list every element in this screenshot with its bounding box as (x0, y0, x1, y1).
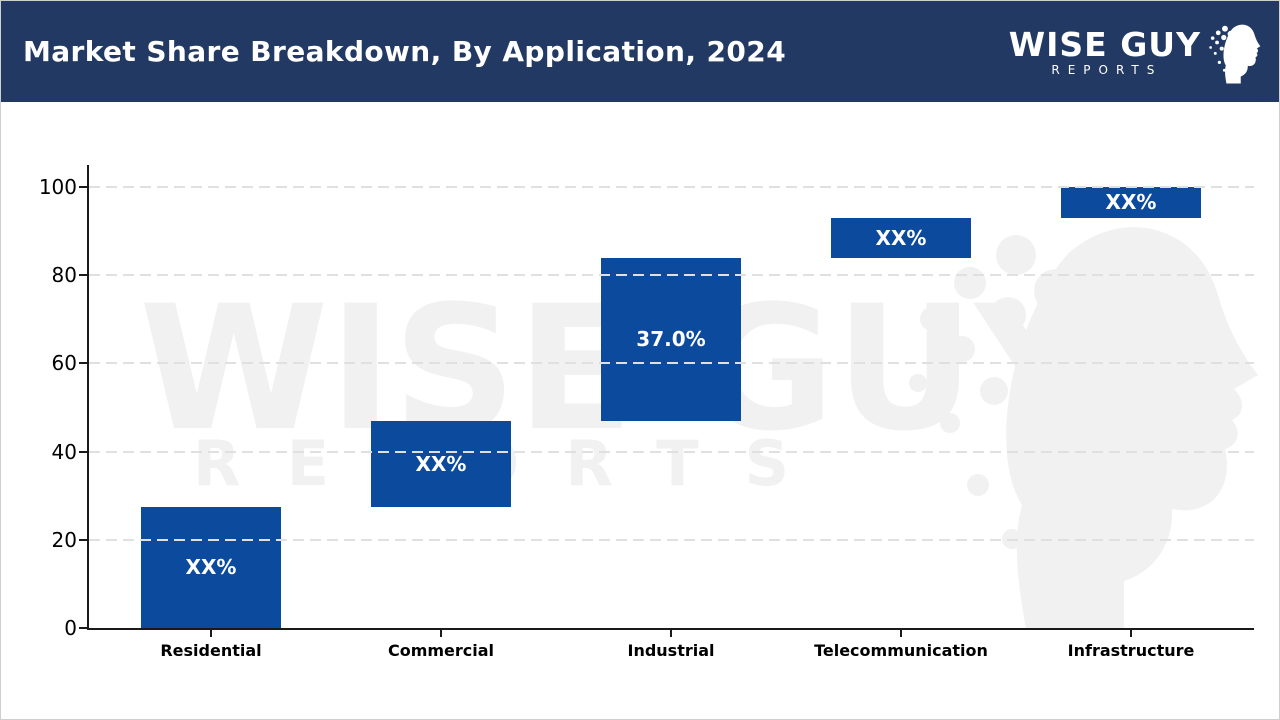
bar-value-label: XX% (415, 451, 467, 476)
y-axis-tick-label: 20 (51, 527, 77, 552)
y-axis-tick (79, 186, 87, 188)
x-axis-tick (900, 630, 902, 637)
gridline-20 (89, 538, 1254, 541)
bar-value-label: XX% (1105, 190, 1157, 215)
bar-value-label: 37.0% (636, 327, 706, 352)
y-axis-tick (79, 450, 87, 453)
x-axis-category-label: Telecommunication (814, 641, 988, 660)
bar-value-label: XX% (185, 555, 237, 580)
x-axis-category-label: Residential (160, 641, 262, 660)
y-axis-tick-label: 80 (51, 263, 77, 288)
y-axis-tick (79, 362, 87, 365)
y-axis-tick (79, 538, 87, 541)
page-title: Market Share Breakdown, By Application, … (23, 35, 787, 68)
y-axis-tick-label: 100 (38, 175, 77, 199)
x-axis-category-label: Industrial (627, 641, 715, 660)
x-axis-tick (1130, 630, 1132, 637)
gridline-40 (89, 450, 1254, 453)
x-axis-tick (210, 630, 212, 637)
y-axis-tick (79, 274, 87, 277)
brand-name-sub: REPORTS (1051, 62, 1163, 77)
y-axis-tick-label: 40 (51, 439, 77, 464)
gridline-60 (89, 362, 1254, 365)
x-axis-category-label: Infrastructure (1067, 641, 1195, 660)
x-axis-tick (670, 630, 672, 637)
y-axis-tick-label: 0 (64, 616, 77, 640)
brand-logo: WISE GUY REPORTS (1009, 9, 1263, 95)
x-axis-category-label: Commercial (387, 641, 495, 660)
header-bar: Market Share Breakdown, By Application, … (1, 1, 1279, 102)
bar-industrial: 37.0% (601, 257, 741, 421)
bar-commercial: XX% (371, 420, 511, 507)
y-axis-tick (79, 627, 87, 629)
watermark-text-bottom: REPORTS (193, 427, 836, 500)
bar-residential: XX% (141, 506, 281, 628)
bar-value-label: XX% (875, 225, 927, 250)
bar-telecommunication: XX% (831, 217, 971, 258)
y-axis-tick-label: 60 (51, 351, 77, 376)
x-axis-spine (87, 628, 1254, 630)
x-axis-tick (440, 630, 442, 637)
brand-name: WISE GUY (1008, 24, 1201, 64)
gridline-100 (89, 186, 1254, 188)
bar-infrastructure: XX% (1061, 187, 1201, 218)
brand-logo-text: WISE GUY REPORTS (1009, 28, 1201, 76)
y-axis-spine (87, 164, 89, 630)
watermark-face-icon (909, 227, 1258, 629)
gridline-80 (89, 274, 1254, 277)
brand-face-icon (1209, 24, 1261, 83)
